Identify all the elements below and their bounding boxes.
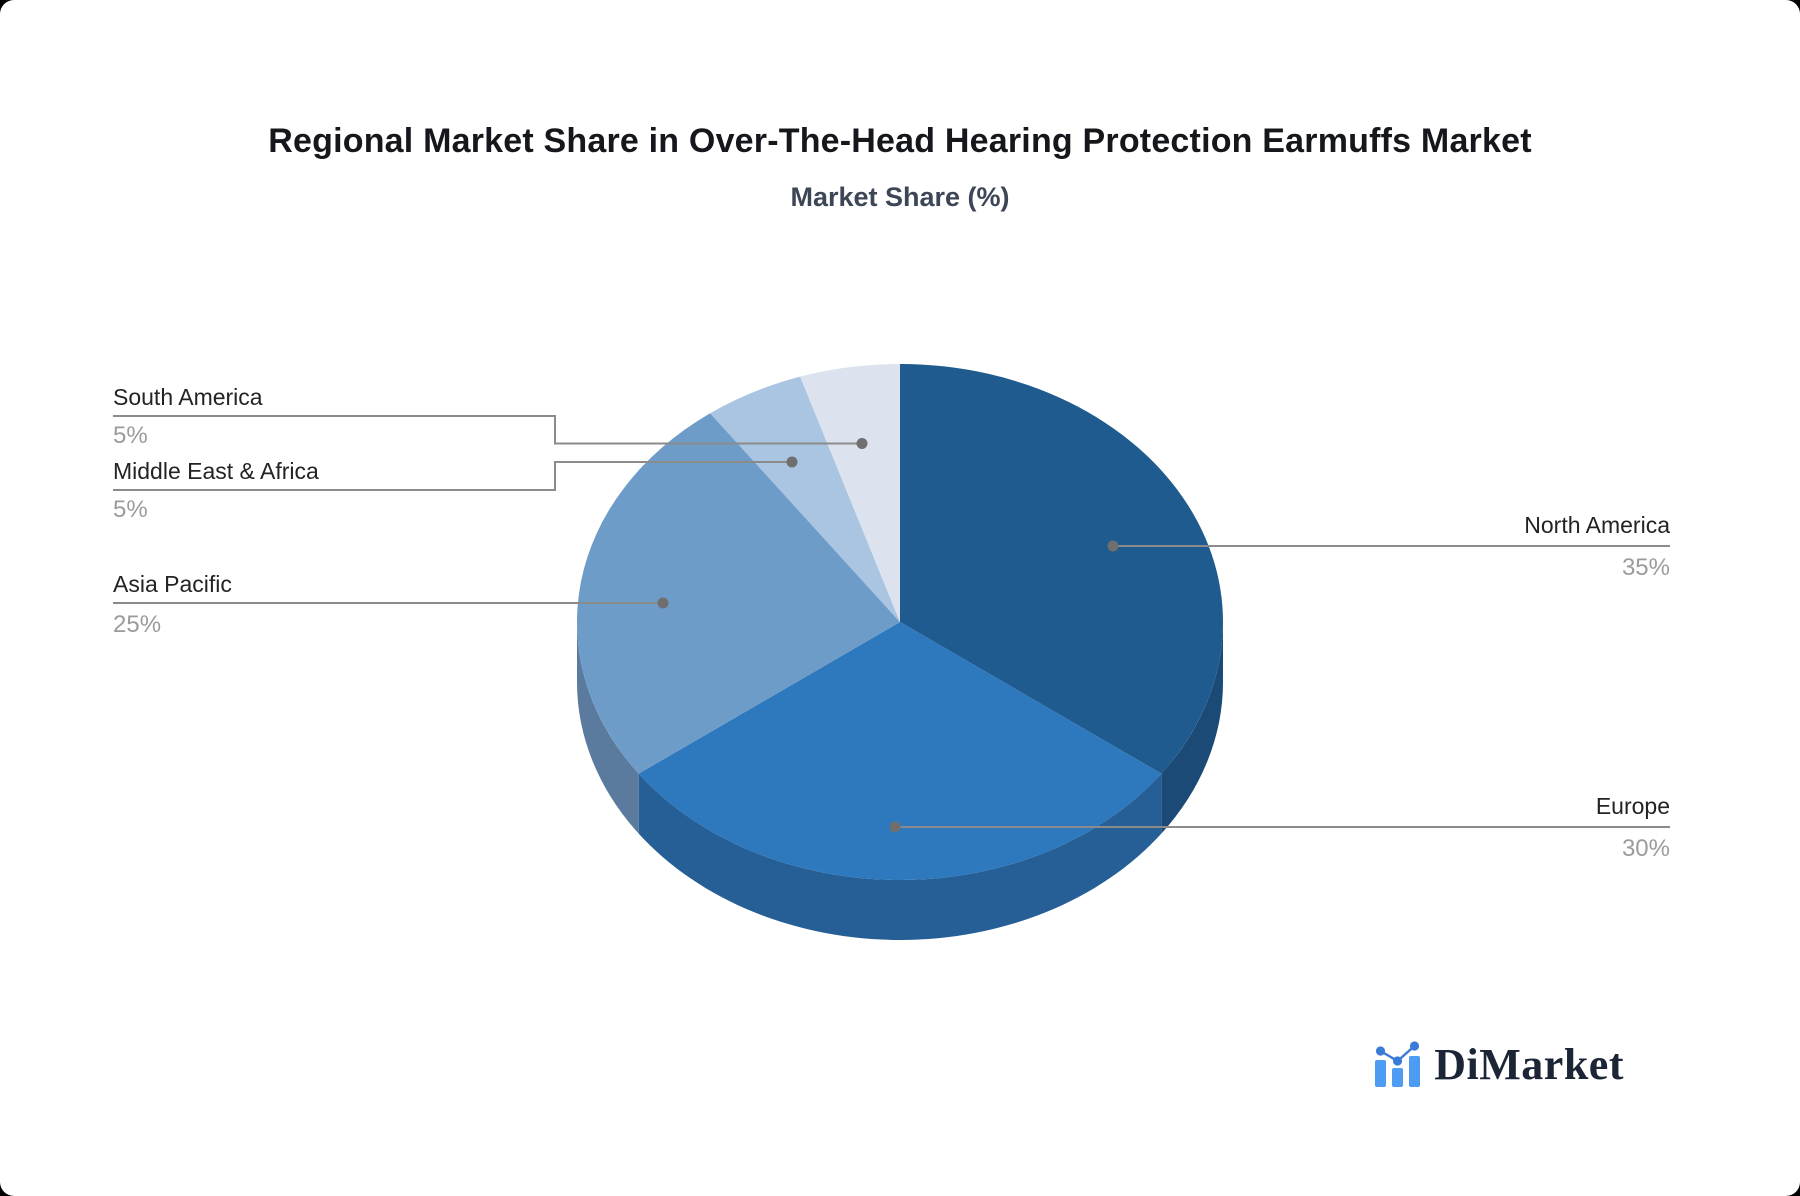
pie-slice-south-america[interactable] — [800, 364, 900, 622]
label-south-america: South America — [113, 384, 263, 410]
leader-dot-south-america — [856, 438, 868, 449]
pie-slice-side-north-america — [1161, 622, 1223, 834]
leader-dot-asia-pacific — [657, 597, 669, 609]
page-title: Regional Market Share in Over-The-Head H… — [268, 122, 1532, 160]
leader-dot-middle-east-africa — [786, 456, 798, 468]
value-south-america: 5% — [113, 422, 148, 449]
label-north-america: North America — [1524, 512, 1670, 538]
logo-text: DiMarket — [1434, 1039, 1624, 1089]
pie-slice-side-europe — [638, 773, 1162, 940]
dimarket-logo: DiMarket — [1374, 1038, 1624, 1090]
label-europe: Europe — [1595, 793, 1670, 819]
bar-line-chart-icon — [1375, 1041, 1421, 1087]
pie-slice-europe[interactable] — [638, 622, 1162, 880]
value-middle-east-africa: 5% — [113, 496, 148, 523]
pie-slice-side-asia-pacific — [577, 622, 639, 834]
leader-dot-north-america — [1107, 540, 1119, 552]
value-asia-pacific: 25% — [113, 611, 162, 638]
pie-slice-middle-east-africa[interactable] — [710, 376, 900, 622]
pie-slice-asia-pacific[interactable] — [577, 413, 900, 774]
leader-line-south-america — [113, 415, 862, 445]
leader-line-middle-east-africa — [113, 461, 792, 491]
value-north-america: 35% — [1621, 554, 1670, 581]
label-middle-east-africa: Middle East & Africa — [113, 458, 319, 484]
label-asia-pacific: Asia Pacific — [113, 571, 232, 597]
value-europe: 30% — [1621, 835, 1670, 862]
pie-slice-north-america[interactable] — [900, 364, 1223, 774]
chart-subtitle: Market Share (%) — [790, 182, 1010, 212]
leader-dot-europe — [889, 821, 901, 833]
